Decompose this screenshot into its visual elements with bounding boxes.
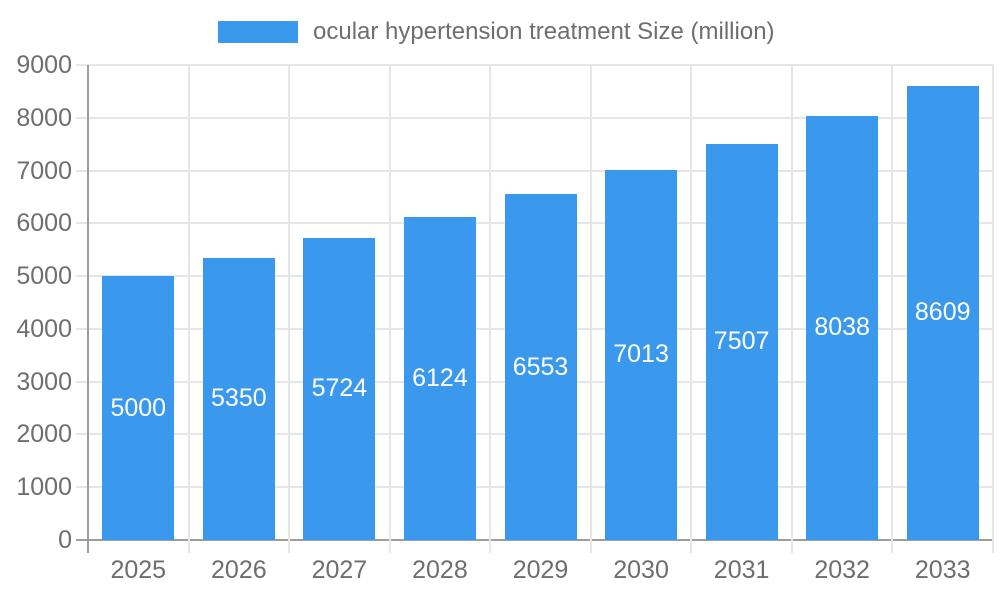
bar-2028[interactable]: 6124 bbox=[403, 216, 476, 540]
h-gridline bbox=[76, 169, 993, 172]
bar-2027[interactable]: 5724 bbox=[303, 237, 376, 540]
bar-2033[interactable]: 8609 bbox=[906, 85, 979, 540]
v-gridline bbox=[790, 65, 793, 553]
legend-label: ocular hypertension treatment Size (mill… bbox=[313, 18, 775, 45]
bar-2025[interactable]: 5000 bbox=[102, 276, 175, 540]
x-tick-label-2030: 2030 bbox=[613, 556, 669, 584]
x-tick-label-2032: 2032 bbox=[814, 556, 870, 584]
bar-2026[interactable]: 5350 bbox=[202, 257, 275, 540]
bar-value-label: 6124 bbox=[412, 363, 468, 392]
x-tick-label-2025: 2025 bbox=[110, 556, 167, 584]
y-tick-label: 2000 bbox=[16, 420, 72, 449]
v-gridline bbox=[589, 65, 592, 553]
v-gridline bbox=[288, 65, 291, 553]
v-gridline bbox=[388, 65, 391, 553]
h-gridline bbox=[76, 64, 993, 66]
x-tick-label-2026: 2026 bbox=[211, 556, 267, 584]
bar-2030[interactable]: 7013 bbox=[605, 169, 678, 540]
v-gridline bbox=[489, 65, 492, 553]
bar-value-label: 7507 bbox=[713, 327, 770, 356]
y-tick-label: 0 bbox=[58, 526, 72, 554]
y-tick-label: 3000 bbox=[16, 367, 72, 396]
bar-value-label: 8038 bbox=[814, 313, 870, 342]
x-tick-label-2029: 2029 bbox=[512, 556, 569, 584]
y-tick-label: 7000 bbox=[16, 156, 72, 185]
v-gridline bbox=[187, 65, 190, 553]
bar-2031[interactable]: 7507 bbox=[705, 143, 778, 540]
v-gridline bbox=[992, 65, 994, 553]
bar-value-label: 6553 bbox=[512, 352, 569, 381]
v-gridline bbox=[891, 65, 894, 553]
bar-value-label: 5724 bbox=[311, 374, 368, 403]
h-gridline bbox=[76, 116, 993, 119]
y-tick-label: 5000 bbox=[16, 262, 72, 291]
legend[interactable]: ocular hypertension treatment Size (mill… bbox=[0, 0, 1000, 56]
bar-value-label: 8609 bbox=[914, 298, 971, 327]
bar-value-label: 5000 bbox=[110, 393, 167, 422]
x-tick-label-2027: 2027 bbox=[311, 556, 368, 584]
y-axis-line bbox=[87, 65, 89, 553]
y-tick-label: 4000 bbox=[16, 314, 72, 343]
bar-2029[interactable]: 6553 bbox=[504, 194, 577, 540]
x-tick-label-2033: 2033 bbox=[914, 556, 971, 584]
y-tick-label: 8000 bbox=[16, 103, 72, 132]
bar-value-label: 7013 bbox=[613, 340, 669, 369]
legend-swatch bbox=[218, 21, 298, 43]
v-gridline bbox=[690, 65, 693, 553]
x-axis-line bbox=[76, 539, 993, 541]
bar-2032[interactable]: 8038 bbox=[806, 115, 879, 540]
bar-value-label: 5350 bbox=[211, 384, 267, 413]
y-tick-label: 1000 bbox=[16, 473, 72, 502]
y-tick-label: 9000 bbox=[16, 51, 72, 79]
y-tick-label: 6000 bbox=[16, 209, 72, 238]
x-tick-label-2031: 2031 bbox=[713, 556, 770, 584]
x-tick-label-2028: 2028 bbox=[412, 556, 468, 584]
